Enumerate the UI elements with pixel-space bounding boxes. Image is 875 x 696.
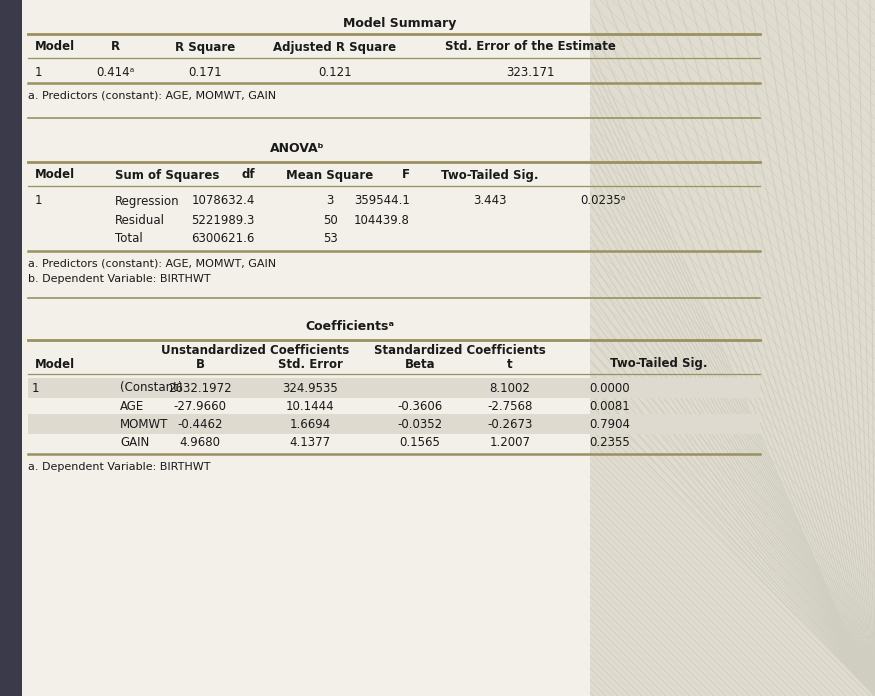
Text: Residual: Residual bbox=[115, 214, 165, 226]
Text: 53: 53 bbox=[323, 232, 338, 246]
Text: t: t bbox=[507, 358, 513, 370]
Bar bbox=[570, 0, 875, 696]
Text: 8.1002: 8.1002 bbox=[490, 381, 530, 395]
Text: F: F bbox=[402, 168, 410, 182]
Text: 1.2007: 1.2007 bbox=[489, 436, 530, 448]
Text: 2632.1972: 2632.1972 bbox=[168, 381, 232, 395]
Text: GAIN: GAIN bbox=[120, 436, 150, 448]
Text: R Square: R Square bbox=[175, 40, 235, 54]
Text: 10.1444: 10.1444 bbox=[285, 400, 334, 413]
Text: Unstandardized Coefficients: Unstandardized Coefficients bbox=[161, 345, 349, 358]
Text: 1: 1 bbox=[35, 194, 43, 207]
Text: Std. Error: Std. Error bbox=[277, 358, 342, 370]
Text: 5221989.3: 5221989.3 bbox=[192, 214, 255, 226]
Bar bbox=[0, 0, 590, 696]
Text: 0.171: 0.171 bbox=[188, 65, 222, 79]
Text: df: df bbox=[242, 168, 255, 182]
Text: Beta: Beta bbox=[404, 358, 436, 370]
Text: 3: 3 bbox=[326, 194, 333, 207]
Bar bbox=[28, 378, 760, 398]
Text: Two-Tailed Sig.: Two-Tailed Sig. bbox=[610, 358, 708, 370]
Text: 0.0081: 0.0081 bbox=[590, 400, 630, 413]
Text: 4.1377: 4.1377 bbox=[290, 436, 331, 448]
Text: -0.4462: -0.4462 bbox=[178, 418, 223, 431]
Text: Two-Tailed Sig.: Two-Tailed Sig. bbox=[441, 168, 539, 182]
Bar bbox=[0, 0, 22, 696]
Text: 1: 1 bbox=[35, 65, 43, 79]
Text: Model: Model bbox=[35, 168, 75, 182]
Text: 0.7904: 0.7904 bbox=[590, 418, 631, 431]
Text: -2.7568: -2.7568 bbox=[487, 400, 533, 413]
Text: -27.9660: -27.9660 bbox=[173, 400, 227, 413]
Text: Std. Error of the Estimate: Std. Error of the Estimate bbox=[444, 40, 615, 54]
Bar bbox=[28, 414, 760, 434]
Text: 0.121: 0.121 bbox=[318, 65, 352, 79]
Text: Model Summary: Model Summary bbox=[343, 17, 457, 29]
Text: a. Predictors (constant): AGE, MOMWT, GAIN: a. Predictors (constant): AGE, MOMWT, GA… bbox=[28, 91, 276, 101]
Text: 0.0000: 0.0000 bbox=[590, 381, 630, 395]
Text: 0.0235ᵃ: 0.0235ᵃ bbox=[580, 194, 626, 207]
Text: Model: Model bbox=[35, 40, 75, 54]
Text: -0.0352: -0.0352 bbox=[397, 418, 443, 431]
Text: 1.6694: 1.6694 bbox=[290, 418, 331, 431]
Text: -0.2673: -0.2673 bbox=[487, 418, 533, 431]
Text: -0.3606: -0.3606 bbox=[397, 400, 443, 413]
Text: Adjusted R Square: Adjusted R Square bbox=[273, 40, 396, 54]
Text: 324.9535: 324.9535 bbox=[282, 381, 338, 395]
Text: 1: 1 bbox=[31, 381, 38, 395]
Text: a. Predictors (constant): AGE, MOMWT, GAIN: a. Predictors (constant): AGE, MOMWT, GA… bbox=[28, 259, 276, 269]
Text: Total: Total bbox=[115, 232, 143, 246]
Text: a. Dependent Variable: BIRTHWT: a. Dependent Variable: BIRTHWT bbox=[28, 462, 211, 472]
Text: b. Dependent Variable: BIRTHWT: b. Dependent Variable: BIRTHWT bbox=[28, 274, 211, 284]
Text: Model: Model bbox=[35, 358, 75, 370]
Text: (Constant): (Constant) bbox=[120, 381, 183, 395]
Text: Sum of Squares: Sum of Squares bbox=[115, 168, 220, 182]
Text: R: R bbox=[110, 40, 120, 54]
Text: 0.1565: 0.1565 bbox=[400, 436, 440, 448]
Text: 3.443: 3.443 bbox=[473, 194, 507, 207]
Text: Regression: Regression bbox=[115, 194, 179, 207]
Text: 4.9680: 4.9680 bbox=[179, 436, 220, 448]
Text: Coefficientsᵃ: Coefficientsᵃ bbox=[305, 319, 395, 333]
Text: 323.171: 323.171 bbox=[506, 65, 554, 79]
Text: 50: 50 bbox=[323, 214, 338, 226]
Text: 359544.1: 359544.1 bbox=[354, 194, 410, 207]
Text: 104439.8: 104439.8 bbox=[354, 214, 410, 226]
Text: 0.414ᵃ: 0.414ᵃ bbox=[96, 65, 134, 79]
Text: MOMWT: MOMWT bbox=[120, 418, 168, 431]
Text: Mean Square: Mean Square bbox=[286, 168, 374, 182]
Text: 6300621.6: 6300621.6 bbox=[192, 232, 255, 246]
Text: AGE: AGE bbox=[120, 400, 144, 413]
Text: 0.2355: 0.2355 bbox=[590, 436, 630, 448]
Text: ANOVAᵇ: ANOVAᵇ bbox=[270, 141, 325, 155]
Text: 1078632.4: 1078632.4 bbox=[192, 194, 255, 207]
Text: B: B bbox=[195, 358, 205, 370]
Text: Standardized Coefficients: Standardized Coefficients bbox=[374, 345, 546, 358]
